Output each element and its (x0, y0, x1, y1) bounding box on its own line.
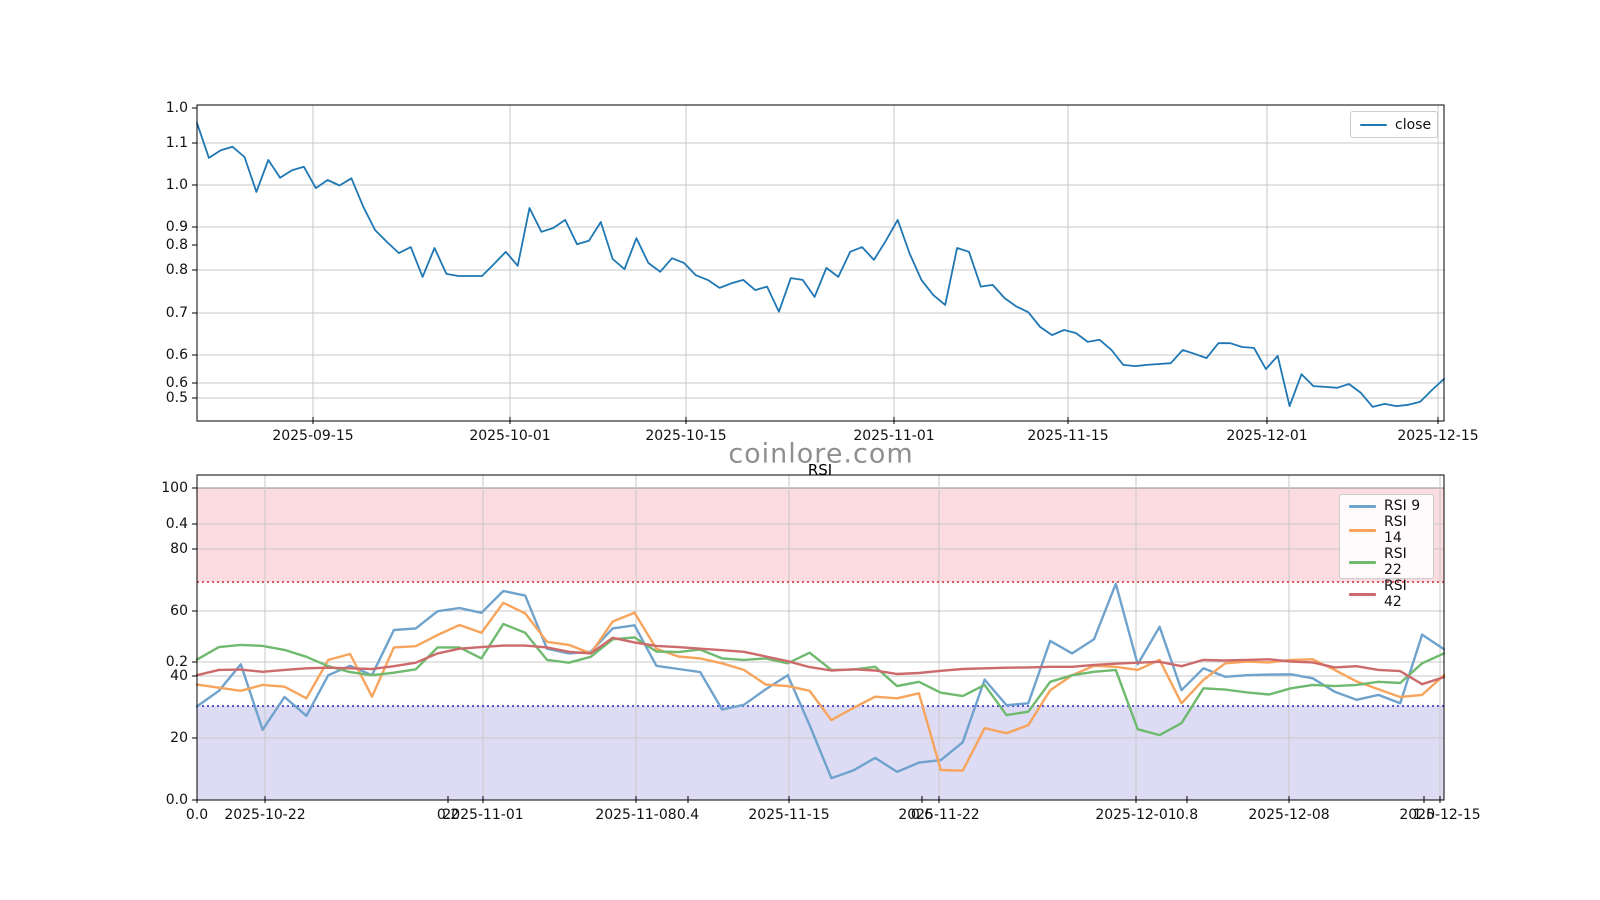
legend-label-rsi22: RSI 22 (1384, 546, 1407, 578)
legend-label-close: close (1395, 116, 1432, 133)
rsi-chart-title: RSI (807, 461, 833, 479)
legend-label-rsi42: RSI 42 (1384, 578, 1407, 610)
series-close (196, 122, 1445, 408)
series-rsi-9 (195, 582, 1446, 780)
watermark: coinlore.com (728, 438, 914, 470)
close-line-swatch (1360, 123, 1387, 126)
price-legend: close (1350, 111, 1438, 138)
rsi9-line-swatch (1349, 504, 1376, 508)
rsi14-line-swatch (1349, 528, 1376, 532)
plot-frame (196, 104, 1445, 422)
legend-row-rsi14: RSI 14 (1349, 514, 1424, 546)
rsi-legend: RSI 9 RSI 14 RSI 22 RSI 42 (1339, 494, 1434, 610)
rsi22-line-swatch (1349, 560, 1376, 564)
legend-row-rsi22: RSI 22 (1349, 546, 1424, 578)
series-rsi-22 (195, 622, 1446, 737)
plot-frame (196, 474, 1445, 801)
threshold-band (197, 488, 1444, 582)
legend-row-close: close (1360, 116, 1432, 133)
legend-row-rsi42: RSI 42 (1349, 578, 1424, 610)
series-rsi-42 (195, 636, 1446, 686)
legend-label-rsi9: RSI 9 (1384, 498, 1421, 514)
legend-label-rsi14: RSI 14 (1384, 514, 1407, 546)
legend-row-rsi9: RSI 9 (1349, 498, 1424, 514)
rsi42-line-swatch (1349, 592, 1376, 596)
series-rsi-14 (195, 601, 1446, 772)
